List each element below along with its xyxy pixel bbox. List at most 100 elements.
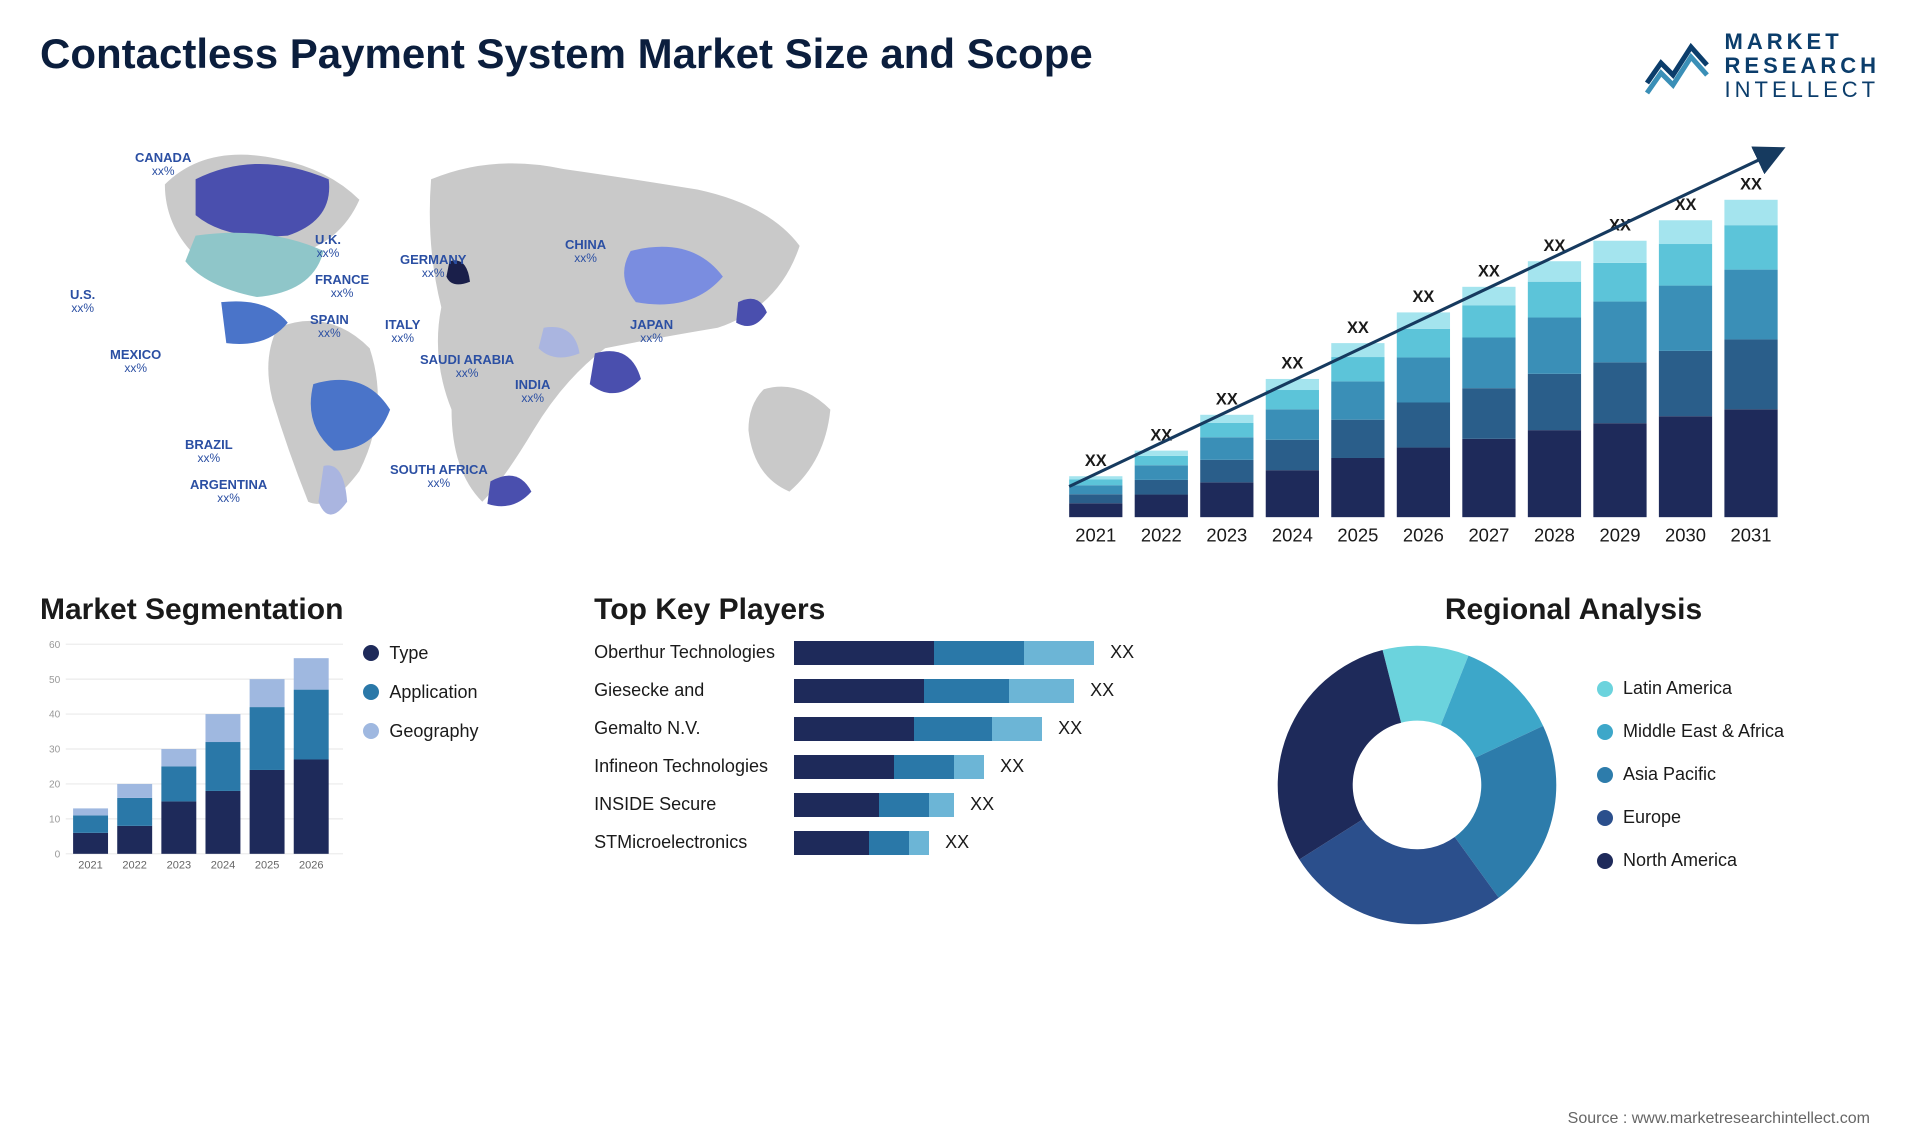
map-label-mexico: MEXICOxx% [110, 348, 161, 375]
player-bar-seg1 [924, 679, 1009, 703]
player-bar-seg0 [794, 717, 914, 741]
player-bar-seg0 [794, 831, 869, 855]
forecast-bar-2023-seg1 [1200, 459, 1253, 482]
player-bar [794, 831, 929, 855]
player-name: Giesecke and [594, 680, 784, 701]
forecast-bar-label-2023: XX [1216, 390, 1238, 408]
seg-bar-2021-2 [73, 808, 108, 815]
player-bar-seg0 [794, 755, 894, 779]
forecast-bar-2027-seg3 [1462, 305, 1515, 337]
map-label-saudi-arabia: SAUDI ARABIAxx% [420, 353, 514, 380]
forecast-year-2025: 2025 [1337, 524, 1378, 545]
forecast-bar-2021-seg1 [1069, 494, 1122, 503]
player-bar-seg2 [1009, 679, 1074, 703]
forecast-bar-2028-seg0 [1528, 430, 1581, 517]
forecast-bar-2022-seg3 [1135, 456, 1188, 465]
player-bar [794, 793, 954, 817]
player-value: XX [945, 832, 969, 853]
forecast-bar-2025-seg1 [1331, 419, 1384, 457]
svg-text:0: 0 [55, 849, 61, 860]
logo-icon [1643, 35, 1713, 97]
map-label-india: INDIAxx% [515, 378, 550, 405]
player-bar-seg1 [934, 641, 1024, 665]
player-value: XX [970, 794, 994, 815]
forecast-bar-label-2025: XX [1347, 318, 1369, 336]
forecast-bar-2024-seg0 [1266, 470, 1319, 517]
seg-bar-2024-0 [205, 790, 240, 853]
map-label-canada: CANADAxx% [135, 151, 191, 178]
map-label-italy: ITALYxx% [385, 318, 420, 345]
player-bar-seg2 [929, 793, 954, 817]
player-name: INSIDE Secure [594, 794, 784, 815]
forecast-bar-2025-seg2 [1331, 381, 1384, 419]
forecast-year-2029: 2029 [1599, 524, 1640, 545]
player-row-giesecke-and: Giesecke andXX [594, 679, 1227, 703]
forecast-bar-2021-seg4 [1069, 476, 1122, 479]
logo-line3: INTELLECT [1725, 78, 1880, 102]
seg-bar-2023-2 [161, 749, 196, 766]
player-bar [794, 679, 1074, 703]
region-legend-asia-pacific: Asia Pacific [1597, 764, 1784, 785]
forecast-bar-2031-seg2 [1724, 269, 1777, 339]
player-bar [794, 755, 984, 779]
seg-bar-2025-1 [250, 707, 285, 770]
player-row-gemalto-n-v-: Gemalto N.V.XX [594, 717, 1227, 741]
map-india [590, 351, 641, 393]
forecast-bar-label-2026: XX [1412, 288, 1434, 306]
segmentation-chart: 0102030405060202120222023202420252026 [40, 635, 343, 874]
map-label-spain: SPAINxx% [310, 313, 349, 340]
players-title: Top Key Players [594, 593, 1227, 627]
seg-bar-2021-0 [73, 832, 108, 853]
region-legend-middle-east-africa: Middle East & Africa [1597, 721, 1784, 742]
player-row-stmicroelectronics: STMicroelectronicsXX [594, 831, 1227, 855]
forecast-bar-2029-seg0 [1593, 423, 1646, 517]
players-chart: Oberthur TechnologiesXXGiesecke andXXGem… [594, 641, 1227, 855]
svg-text:2022: 2022 [122, 859, 147, 871]
seg-bar-2023-1 [161, 766, 196, 801]
player-row-inside-secure: INSIDE Secure XX [594, 793, 1227, 817]
seg-bar-2021-1 [73, 815, 108, 832]
svg-text:60: 60 [49, 639, 61, 650]
player-bar-seg0 [794, 679, 924, 703]
seg-bar-2025-2 [250, 679, 285, 707]
svg-text:10: 10 [49, 814, 61, 825]
svg-text:2026: 2026 [299, 859, 324, 871]
world-map: CANADAxx%U.S.xx%MEXICOxx%BRAZILxx%ARGENT… [40, 123, 945, 553]
seg-bar-2024-1 [205, 742, 240, 791]
forecast-bar-2023-seg2 [1200, 437, 1253, 460]
forecast-bar-2029-seg3 [1593, 262, 1646, 301]
svg-text:40: 40 [49, 709, 61, 720]
forecast-bar-2026-seg3 [1397, 328, 1450, 357]
forecast-bar-2027-seg2 [1462, 337, 1515, 388]
svg-text:20: 20 [49, 779, 61, 790]
forecast-year-2031: 2031 [1731, 524, 1772, 545]
map-label-u-k-: U.K.xx% [315, 233, 341, 260]
map-label-south-africa: SOUTH AFRICAxx% [390, 463, 488, 490]
forecast-bar-2031-seg4 [1724, 199, 1777, 224]
forecast-year-2027: 2027 [1468, 524, 1509, 545]
seg-bar-2026-0 [294, 759, 329, 853]
forecast-year-2021: 2021 [1075, 524, 1116, 545]
svg-text:2023: 2023 [167, 859, 192, 871]
player-value: XX [1058, 718, 1082, 739]
forecast-year-2028: 2028 [1534, 524, 1575, 545]
seg-bar-2025-0 [250, 770, 285, 854]
forecast-bar-2028-seg3 [1528, 281, 1581, 317]
player-value: XX [1110, 642, 1134, 663]
map-label-japan: JAPANxx% [630, 318, 673, 345]
player-row-oberthur-technologies: Oberthur TechnologiesXX [594, 641, 1227, 665]
region-legend-north-america: North America [1597, 850, 1784, 871]
forecast-bar-2025-seg0 [1331, 458, 1384, 517]
seg-legend-application: Application [363, 682, 478, 703]
segmentation-title: Market Segmentation [40, 593, 343, 627]
logo-line2: RESEARCH [1725, 54, 1880, 78]
forecast-bar-2025-seg3 [1331, 357, 1384, 381]
forecast-bar-2029-seg4 [1593, 240, 1646, 262]
forecast-chart: XX2021XX2022XX2023XX2024XX2025XX2026XX20… [975, 123, 1880, 553]
player-bar-seg0 [794, 793, 879, 817]
segmentation-legend: TypeApplicationGeography [363, 593, 478, 915]
forecast-bar-label-2031: XX [1740, 175, 1762, 193]
svg-text:2024: 2024 [211, 859, 236, 871]
player-bar-seg1 [869, 831, 909, 855]
forecast-bar-2026-seg1 [1397, 402, 1450, 447]
